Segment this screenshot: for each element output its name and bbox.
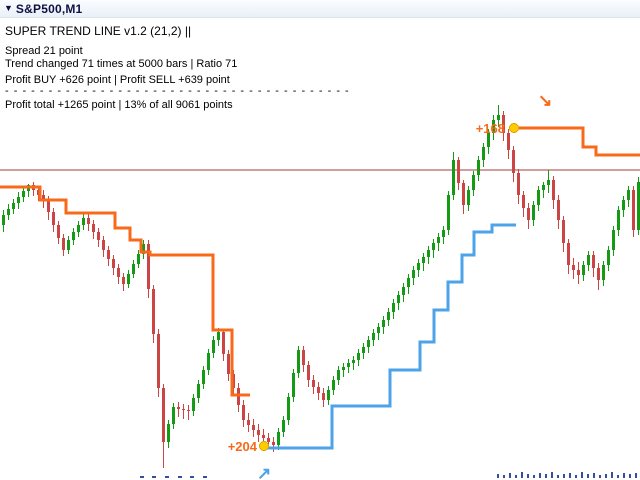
indicator-profit-total: Profit total +1265 point | 13% of all 90…: [5, 99, 233, 111]
sell-line-left: [0, 185, 250, 397]
supertrend-layer: [0, 126, 640, 450]
signal-dot: [259, 441, 269, 451]
chart-symbol-label: S&P500,M1: [15, 1, 83, 16]
signal-dot: [509, 123, 519, 133]
axis-ticks-layer: [140, 472, 637, 478]
indicator-profit-buy-sell: Profit BUY +626 point | Profit SELL +639…: [5, 74, 230, 86]
chart-titlebar: ▼ S&P500,M1: [0, 0, 640, 18]
indicator-spread: Spread 21 point: [5, 45, 83, 57]
trend-arrow-icon: ↗: [257, 464, 271, 480]
trend-arrow-icon: ↘: [538, 91, 552, 110]
profit-label: +204: [228, 439, 258, 454]
indicator-separator: - - - - - - - - - - - - - - - - - - - - …: [5, 85, 350, 97]
annotations-layer: +168 +204 ↘ ↗: [228, 91, 553, 480]
indicator-trend-stats: Trend changed 71 times at 5000 bars | Ra…: [5, 58, 238, 70]
candles-layer: [2, 105, 640, 468]
indicator-title: SUPER TREND LINE v1.2 (21,2) ||: [5, 24, 192, 38]
profit-label: +168: [476, 121, 505, 136]
buy-line: [265, 223, 516, 450]
chart-dropdown-icon[interactable]: ▼: [4, 3, 13, 13]
sell-line-right: [510, 126, 640, 157]
